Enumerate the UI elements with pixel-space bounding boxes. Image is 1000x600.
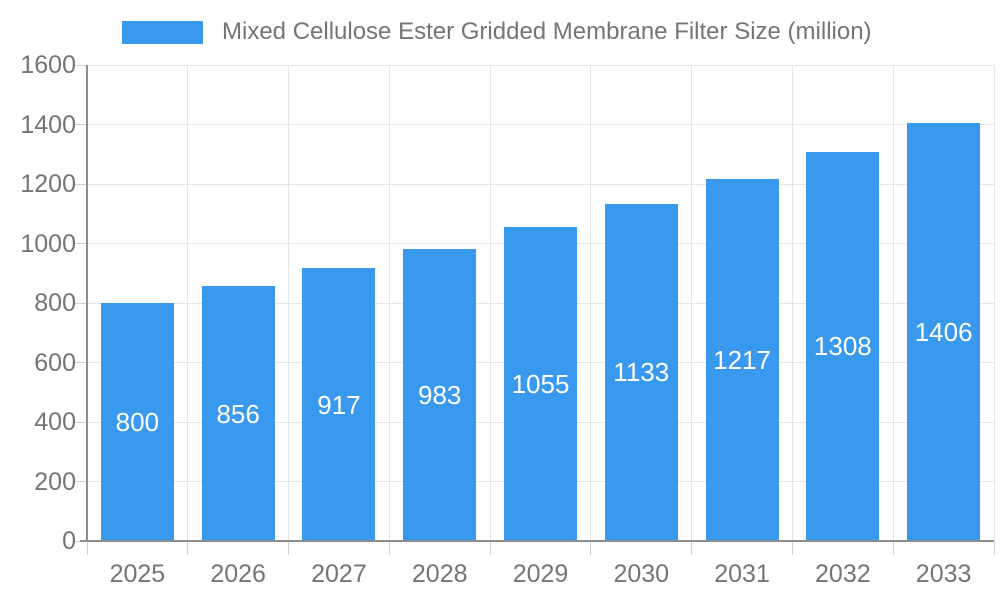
- x-axis-tick: [892, 542, 894, 555]
- y-axis-tick: [73, 481, 87, 482]
- x-axis-tick: [691, 542, 693, 555]
- x-axis-tick: [86, 542, 88, 555]
- x-gridline: [993, 65, 995, 541]
- x-axis-tick: [791, 542, 793, 555]
- x-gridline: [791, 65, 793, 541]
- bar-2033[interactable]: [907, 122, 981, 541]
- bar-2031[interactable]: [705, 178, 779, 541]
- y-axis-tick: [73, 362, 87, 363]
- bar-value-label: 983: [418, 379, 462, 410]
- bar-2030[interactable]: [604, 203, 678, 541]
- y-axis-label: 1000: [20, 229, 76, 258]
- x-axis-tick: [590, 542, 592, 555]
- y-axis-label: 1400: [20, 110, 76, 139]
- x-gridline: [691, 65, 693, 541]
- bar-value-label: 856: [216, 398, 260, 429]
- x-gridline: [892, 65, 894, 541]
- y-gridline: [87, 183, 994, 185]
- y-axis-label: 800: [34, 289, 76, 317]
- x-axis-label: 2031: [714, 560, 770, 588]
- y-gridline: [87, 64, 994, 66]
- x-axis-line: [80, 540, 994, 542]
- y-gridline: [87, 124, 994, 125]
- x-gridline: [187, 65, 189, 541]
- y-axis-tick: [73, 124, 87, 125]
- x-gridline: [388, 65, 390, 541]
- bar-value-label: 1308: [813, 331, 872, 362]
- x-axis-tick: [993, 542, 995, 555]
- x-axis-tick: [489, 542, 491, 555]
- bar-value-label: 1217: [713, 344, 771, 375]
- x-axis-label: 2028: [411, 560, 468, 588]
- bar-value-label: 1406: [914, 316, 973, 347]
- x-gridline: [288, 65, 290, 541]
- x-axis-label: 2026: [210, 560, 266, 588]
- x-axis-tick: [288, 542, 290, 555]
- x-axis-label: 2029: [512, 560, 569, 588]
- bar-2026[interactable]: [201, 286, 275, 541]
- bar-2025[interactable]: [100, 303, 174, 541]
- x-axis-label: 2032: [815, 560, 871, 588]
- y-axis-line: [86, 65, 88, 542]
- x-gridline: [590, 65, 592, 541]
- y-axis-tick: [73, 243, 87, 244]
- y-axis-label: 1200: [20, 170, 76, 198]
- y-axis-label: 600: [34, 348, 76, 377]
- bar-value-label: 917: [317, 389, 361, 420]
- y-axis-tick: [73, 421, 87, 423]
- bar-2027[interactable]: [302, 268, 376, 541]
- x-axis-tick: [187, 542, 189, 555]
- legend-item[interactable]: Mixed Cellulose Ester Gridded Membrane F…: [122, 17, 872, 47]
- y-axis-label: 400: [34, 408, 76, 436]
- y-axis-tick: [73, 302, 87, 304]
- bar-2029[interactable]: [504, 227, 577, 541]
- x-gridline: [489, 65, 491, 541]
- y-axis-label: 200: [34, 467, 76, 496]
- legend-label: Mixed Cellulose Ester Gridded Membrane F…: [222, 18, 872, 45]
- legend-swatch: [122, 20, 203, 44]
- x-axis-label: 2025: [109, 560, 166, 588]
- x-axis-label: 2027: [311, 560, 367, 588]
- x-axis-tick: [388, 542, 390, 555]
- y-axis-tick: [73, 64, 87, 66]
- x-axis-label: 2030: [613, 560, 670, 588]
- bar-value-label: 800: [115, 407, 160, 437]
- bar-value-label: 1055: [511, 369, 570, 400]
- y-axis-tick: [73, 183, 87, 185]
- y-axis-label: 1600: [20, 51, 76, 79]
- bar-value-label: 1133: [613, 357, 670, 388]
- y-axis-label: 0: [62, 527, 76, 555]
- bar-2028[interactable]: [403, 248, 477, 541]
- x-axis-label: 2033: [915, 560, 972, 588]
- bar-2032[interactable]: [806, 151, 880, 541]
